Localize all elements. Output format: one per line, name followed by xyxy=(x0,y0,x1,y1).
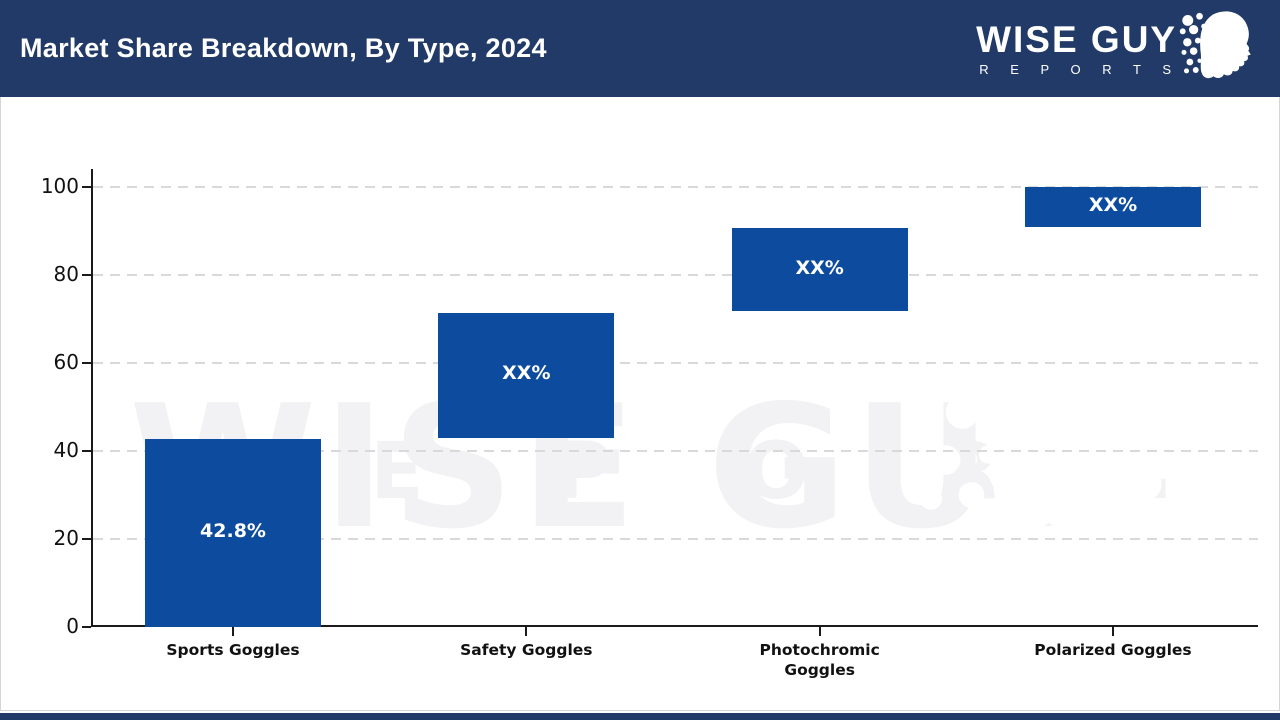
plot-area: 0 20 40 60 80 100 42.8% Sports Goggles XX% Safety… xyxy=(41,169,1258,679)
y-axis-tick xyxy=(82,449,91,452)
logo-subtitle: R E P O R T S xyxy=(979,62,1180,77)
waterfall-bar-4: XX% xyxy=(1024,187,1201,228)
wise-guy-reports-logo: WISE GUY R E P O R T S xyxy=(973,5,1260,93)
y-axis-tick xyxy=(82,626,91,628)
x-axis-tick xyxy=(1111,627,1114,636)
logo-wordmark: WISE GUY xyxy=(976,19,1178,60)
y-gridline xyxy=(93,185,1258,188)
logo-head-icon xyxy=(1179,10,1251,78)
waterfall-bar-2: XX% xyxy=(438,312,615,438)
page-title: Market Share Breakdown, By Type, 2024 xyxy=(20,33,547,63)
y-axis-tick xyxy=(82,273,91,276)
x-axis-category-label: Photochromic Goggles xyxy=(759,641,880,680)
bar-value-label: 42.8% xyxy=(200,519,266,542)
y-axis-tick xyxy=(82,537,91,540)
x-axis-category-label: Safety Goggles xyxy=(460,641,593,659)
y-gridline xyxy=(93,537,1258,540)
y-axis-tick xyxy=(82,185,91,188)
y-axis-tick-label: 80 xyxy=(53,261,79,286)
bar-value-label: XX% xyxy=(502,362,551,385)
x-axis-tick xyxy=(525,627,528,636)
x-axis-category-label: Sports Goggles xyxy=(166,641,300,659)
chart-card: WISE GUY R E P O R T S 02040608010042.8%… xyxy=(0,97,1280,711)
footer-bar xyxy=(0,713,1280,720)
header-bar: Market Share Breakdown, By Type, 2024 WI… xyxy=(0,0,1280,97)
y-axis-tick-label: 100 xyxy=(40,173,79,198)
waterfall-bar-3: XX% xyxy=(731,228,908,311)
y-axis-tick xyxy=(82,361,91,364)
y-gridline xyxy=(93,273,1258,276)
logo-text: WISE GUY R E P O R T S xyxy=(973,21,1180,76)
y-axis-tick-label: 60 xyxy=(53,349,79,374)
x-axis-category-label: Polarized Goggles xyxy=(1034,641,1192,659)
y-axis-tick-label: 0 xyxy=(66,614,79,638)
y-gridline xyxy=(93,449,1258,452)
bar-value-label: XX% xyxy=(1088,194,1138,217)
x-axis-tick xyxy=(818,627,821,636)
y-axis-tick-label: 40 xyxy=(53,437,79,462)
y-gridline xyxy=(93,361,1258,364)
waterfall-bar-1: 42.8% xyxy=(145,438,321,627)
x-axis-tick xyxy=(232,627,234,636)
bar-value-label: XX% xyxy=(795,256,844,279)
y-axis-tick-label: 20 xyxy=(53,525,79,550)
